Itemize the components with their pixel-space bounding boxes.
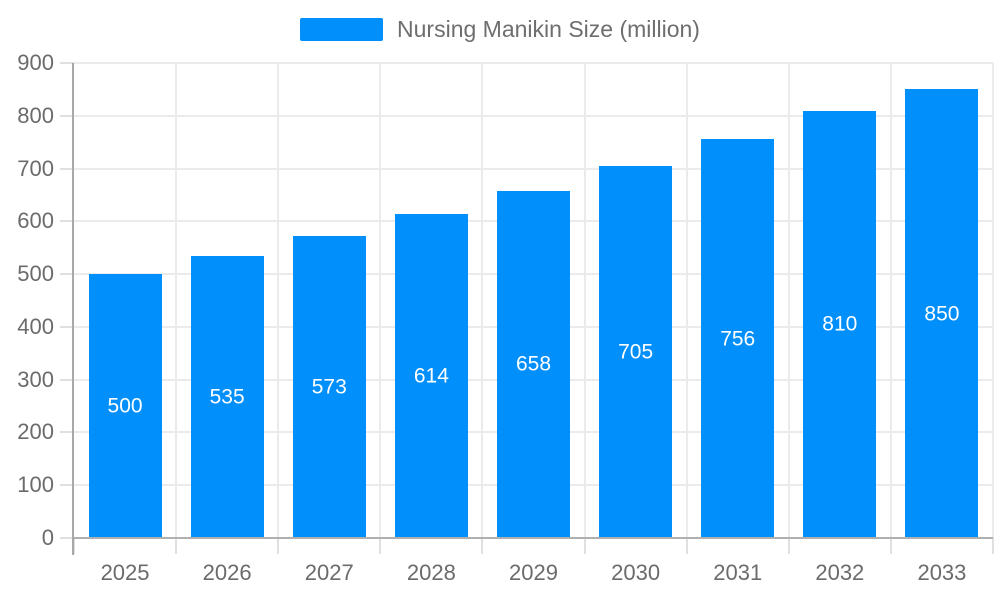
y-axis-tick	[60, 325, 74, 328]
x-axis-tick	[889, 538, 892, 554]
y-axis-tick	[60, 62, 74, 64]
bar-2026[interactable]	[190, 255, 264, 538]
y-axis-tick	[60, 273, 74, 276]
bar-2031[interactable]	[701, 139, 775, 538]
x-axis-tick	[685, 538, 688, 554]
gridline-v	[175, 63, 178, 538]
gridline-h	[74, 167, 993, 170]
y-axis-label: 400	[17, 313, 54, 339]
bar-2030[interactable]	[599, 165, 673, 538]
gridline-v	[889, 63, 892, 538]
x-axis-tick	[992, 538, 994, 554]
bar-value-label: 614	[413, 364, 449, 388]
gridline-v	[787, 63, 790, 538]
legend-swatch-icon	[300, 18, 384, 41]
y-axis-label: 700	[17, 155, 54, 181]
x-axis-tick	[175, 538, 178, 554]
bar-value-label: 756	[720, 327, 756, 350]
x-axis-label: 2031	[713, 560, 763, 585]
bar-2025[interactable]	[88, 274, 162, 538]
y-axis-label: 800	[17, 102, 54, 128]
x-axis-label: 2025	[100, 560, 150, 585]
gridline-v	[685, 63, 688, 538]
y-axis-tick	[60, 378, 74, 381]
x-axis-tick	[73, 538, 75, 554]
bar-2032[interactable]	[803, 110, 877, 538]
bar-value-label: 850	[924, 302, 960, 326]
gridline-h	[74, 114, 993, 117]
bar-2027[interactable]	[292, 235, 366, 538]
x-axis-label: 2030	[611, 560, 661, 585]
x-axis-label: 2027	[304, 560, 354, 585]
y-axis-tick	[60, 220, 74, 223]
y-axis-label: 100	[17, 472, 54, 498]
plot-area: 500 535 573 614 658 705 756 810 850	[74, 62, 994, 538]
bar-value-label: 810	[822, 312, 858, 336]
gridline-v	[379, 63, 382, 538]
x-axis-line	[74, 537, 993, 539]
y-axis-tick	[60, 114, 74, 117]
y-axis-label: 900	[17, 50, 54, 75]
bar-value-label: 658	[515, 352, 552, 376]
x-axis-label: 2028	[406, 560, 456, 585]
y-axis-tick	[60, 167, 74, 170]
legend-series-label: Nursing Manikin Size (million)	[397, 16, 700, 42]
y-axis-label: 500	[17, 261, 54, 287]
x-axis-label: 2033	[917, 560, 967, 585]
x-axis-tick	[277, 538, 280, 554]
x-axis-label: 2032	[815, 560, 865, 585]
y-axis-tick	[60, 484, 74, 487]
bar-value-label: 500	[107, 394, 143, 418]
legend[interactable]: Nursing Manikin Size (million)	[0, 16, 1000, 43]
gridline-h	[74, 62, 993, 64]
y-axis-label: 600	[17, 208, 54, 234]
bar-2029[interactable]	[496, 190, 570, 538]
x-axis-tick	[787, 538, 790, 554]
x-axis-tick	[583, 538, 586, 554]
bar-value-label: 705	[618, 340, 654, 364]
y-axis-label: 300	[17, 366, 54, 392]
x-axis-label: 2026	[202, 560, 252, 585]
gridline-v	[277, 63, 280, 538]
x-axis-tick	[481, 538, 484, 554]
y-axis-line	[72, 63, 74, 555]
gridline-v	[583, 63, 586, 538]
y-axis-tick	[60, 431, 74, 434]
bar-value-label: 535	[209, 385, 245, 409]
gridline-v	[481, 63, 484, 538]
gridline-v	[992, 63, 994, 538]
y-axis-label: 0	[41, 525, 54, 550]
bar-value-label: 573	[311, 375, 347, 399]
y-axis-label: 200	[17, 419, 54, 445]
x-axis-tick	[379, 538, 382, 554]
y-axis-tick	[60, 537, 74, 539]
bar-2033[interactable]	[905, 89, 979, 538]
bar-2028[interactable]	[394, 213, 468, 538]
x-axis-label: 2029	[509, 560, 558, 585]
